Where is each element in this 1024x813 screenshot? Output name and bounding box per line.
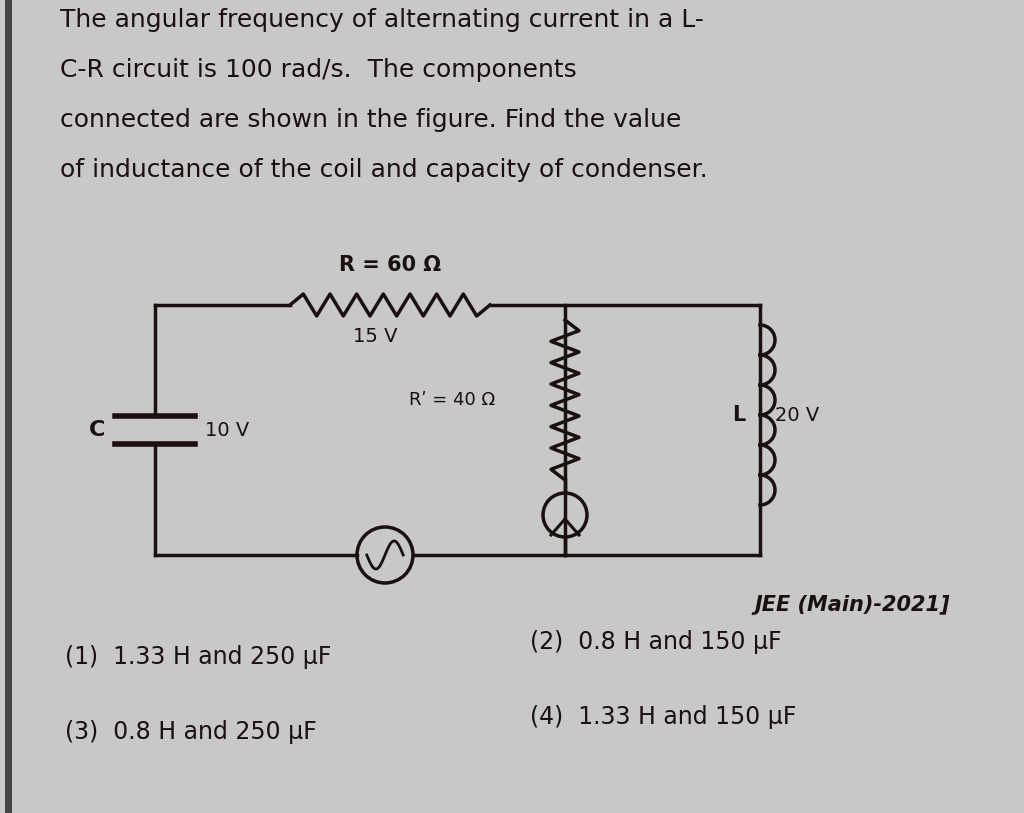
Text: (4)  1.33 H and 150 μF: (4) 1.33 H and 150 μF: [530, 705, 797, 729]
Text: C-R circuit is 100 rad/s.  The components: C-R circuit is 100 rad/s. The components: [60, 58, 577, 82]
Text: JEE (Main)-2021]: JEE (Main)-2021]: [755, 595, 950, 615]
Text: connected are shown in the figure. Find the value: connected are shown in the figure. Find …: [60, 108, 681, 132]
Text: 15 V: 15 V: [352, 327, 397, 346]
Text: (2)  0.8 H and 150 μF: (2) 0.8 H and 150 μF: [530, 630, 781, 654]
Text: 10 V: 10 V: [205, 420, 249, 440]
Text: (3)  0.8 H and 250 μF: (3) 0.8 H and 250 μF: [65, 720, 316, 744]
Text: C: C: [89, 420, 105, 440]
Text: The angular frequency of alternating current in a L-: The angular frequency of alternating cur…: [60, 8, 703, 32]
Text: of inductance of the coil and capacity of condenser.: of inductance of the coil and capacity o…: [60, 158, 708, 182]
Text: R = 60 Ω: R = 60 Ω: [339, 255, 441, 275]
Text: 20 V: 20 V: [775, 406, 819, 424]
Text: L: L: [732, 405, 745, 425]
Text: Rʹ = 40 Ω: Rʹ = 40 Ω: [409, 391, 495, 409]
Text: (1)  1.33 H and 250 μF: (1) 1.33 H and 250 μF: [65, 645, 332, 669]
